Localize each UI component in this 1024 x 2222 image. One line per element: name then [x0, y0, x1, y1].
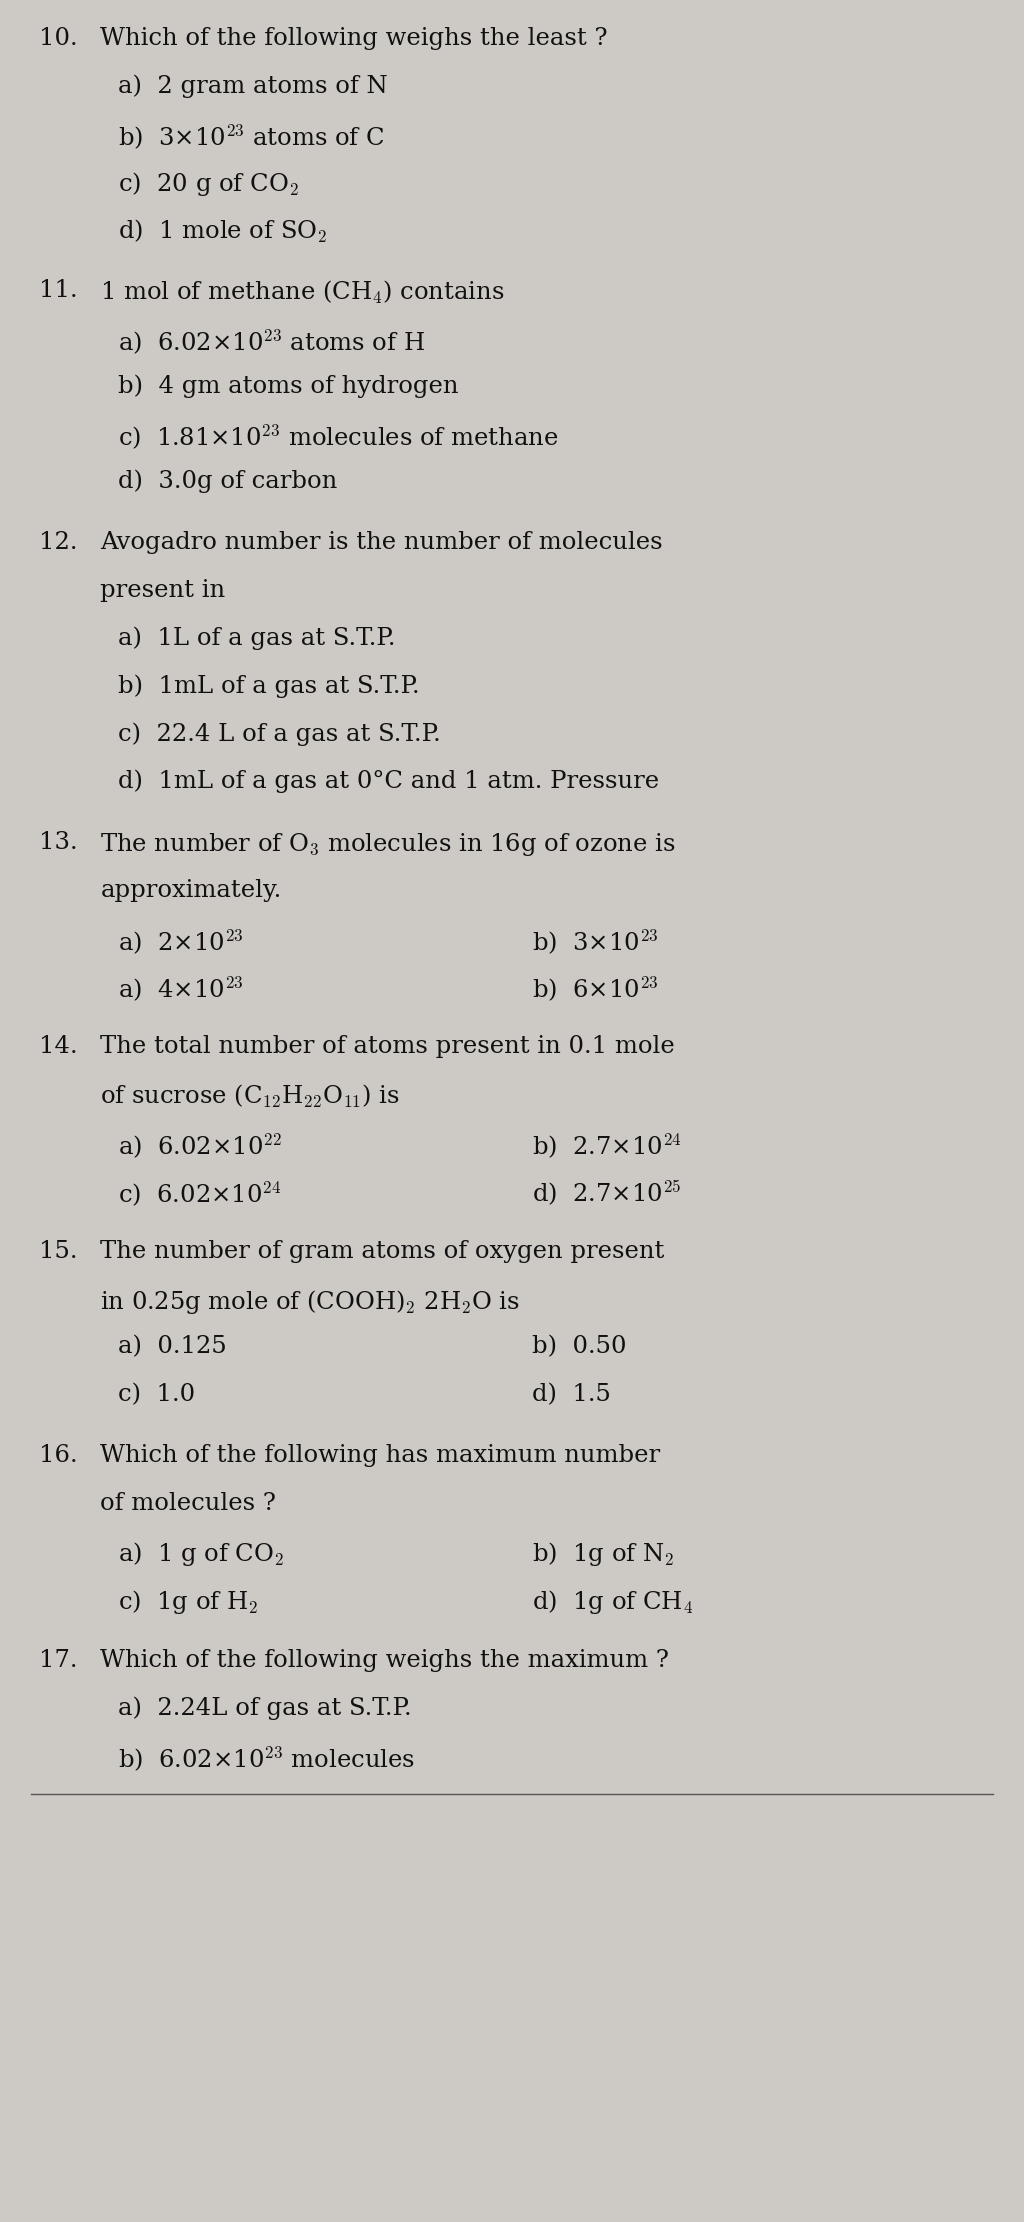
Text: Which of the following has maximum number: Which of the following has maximum numbe… — [100, 1444, 660, 1467]
Text: 13.: 13. — [39, 831, 78, 853]
Text: a)  0.125: a) 0.125 — [118, 1335, 226, 1358]
Text: of molecules ?: of molecules ? — [100, 1491, 276, 1515]
Text: of sucrose (C$_{12}$H$_{22}$O$_{11}$) is: of sucrose (C$_{12}$H$_{22}$O$_{11}$) is — [100, 1082, 400, 1111]
Text: b)  0.50: b) 0.50 — [532, 1335, 627, 1358]
Text: c)  20 g of CO$_2$: c) 20 g of CO$_2$ — [118, 169, 298, 198]
Text: Which of the following weighs the least ?: Which of the following weighs the least … — [100, 27, 608, 49]
Text: in 0.25g mole of (COOH)$_2$ 2H$_2$O is: in 0.25g mole of (COOH)$_2$ 2H$_2$O is — [100, 1287, 520, 1315]
Text: b)  1mL of a gas at S.T.P.: b) 1mL of a gas at S.T.P. — [118, 673, 420, 698]
Text: d)  3.0g of carbon: d) 3.0g of carbon — [118, 469, 337, 493]
Text: a)  2×10$^{23}$: a) 2×10$^{23}$ — [118, 927, 243, 955]
Text: d)  1g of CH$_4$: d) 1g of CH$_4$ — [532, 1587, 693, 1615]
Text: a)  1L of a gas at S.T.P.: a) 1L of a gas at S.T.P. — [118, 627, 395, 651]
Text: a)  2 gram atoms of N: a) 2 gram atoms of N — [118, 73, 387, 98]
Text: a)  2.24L of gas at S.T.P.: a) 2.24L of gas at S.T.P. — [118, 1695, 412, 1720]
Text: b)  1g of N$_2$: b) 1g of N$_2$ — [532, 1540, 675, 1569]
Text: a)  6.02×10$^{22}$: a) 6.02×10$^{22}$ — [118, 1131, 282, 1160]
Text: 16.: 16. — [39, 1444, 78, 1467]
Text: approximately.: approximately. — [100, 878, 282, 902]
Text: a)  4×10$^{23}$: a) 4×10$^{23}$ — [118, 973, 243, 1004]
Text: b)  6×10$^{23}$: b) 6×10$^{23}$ — [532, 973, 659, 1004]
Text: b)  2.7×10$^{24}$: b) 2.7×10$^{24}$ — [532, 1131, 682, 1160]
Text: Avogadro number is the number of molecules: Avogadro number is the number of molecul… — [100, 531, 663, 553]
Text: 12.: 12. — [39, 531, 78, 553]
Text: d)  1 mole of SO$_2$: d) 1 mole of SO$_2$ — [118, 218, 328, 244]
Text: Which of the following weighs the maximum ?: Which of the following weighs the maximu… — [100, 1649, 670, 1671]
Text: 17.: 17. — [39, 1649, 78, 1671]
Text: d)  1.5: d) 1.5 — [532, 1382, 611, 1407]
Text: a)  6.02×10$^{23}$ atoms of H: a) 6.02×10$^{23}$ atoms of H — [118, 327, 425, 356]
Text: d)  1mL of a gas at 0°C and 1 atm. Pressure: d) 1mL of a gas at 0°C and 1 atm. Pressu… — [118, 769, 658, 793]
Text: 11.: 11. — [39, 278, 78, 302]
Text: b)  3×10$^{23}$: b) 3×10$^{23}$ — [532, 927, 659, 955]
Text: c)  1.0: c) 1.0 — [118, 1382, 195, 1407]
Text: b)  6.02×10$^{23}$ molecules: b) 6.02×10$^{23}$ molecules — [118, 1744, 415, 1773]
Text: c)  1g of H$_2$: c) 1g of H$_2$ — [118, 1587, 258, 1615]
Text: The number of gram atoms of oxygen present: The number of gram atoms of oxygen prese… — [100, 1240, 665, 1262]
Text: 14.: 14. — [39, 1035, 78, 1058]
Text: 10.: 10. — [39, 27, 78, 49]
Text: a)  1 g of CO$_2$: a) 1 g of CO$_2$ — [118, 1540, 284, 1569]
Text: present in: present in — [100, 578, 225, 602]
Text: The total number of atoms present in 0.1 mole: The total number of atoms present in 0.1… — [100, 1035, 675, 1058]
Text: b)  4 gm atoms of hydrogen: b) 4 gm atoms of hydrogen — [118, 373, 459, 398]
Text: c)  22.4 L of a gas at S.T.P.: c) 22.4 L of a gas at S.T.P. — [118, 722, 440, 747]
Text: b)  3×10$^{23}$ atoms of C: b) 3×10$^{23}$ atoms of C — [118, 122, 384, 151]
Text: c)  6.02×10$^{24}$: c) 6.02×10$^{24}$ — [118, 1178, 281, 1209]
Text: c)  1.81×10$^{23}$ molecules of methane: c) 1.81×10$^{23}$ molecules of methane — [118, 422, 558, 451]
Text: 1 mol of methane (CH$_4$) contains: 1 mol of methane (CH$_4$) contains — [100, 278, 505, 307]
Text: The number of O$_3$ molecules in 16g of ozone is: The number of O$_3$ molecules in 16g of … — [100, 831, 676, 858]
Text: d)  2.7×10$^{25}$: d) 2.7×10$^{25}$ — [532, 1178, 682, 1209]
Text: 15.: 15. — [39, 1240, 78, 1262]
